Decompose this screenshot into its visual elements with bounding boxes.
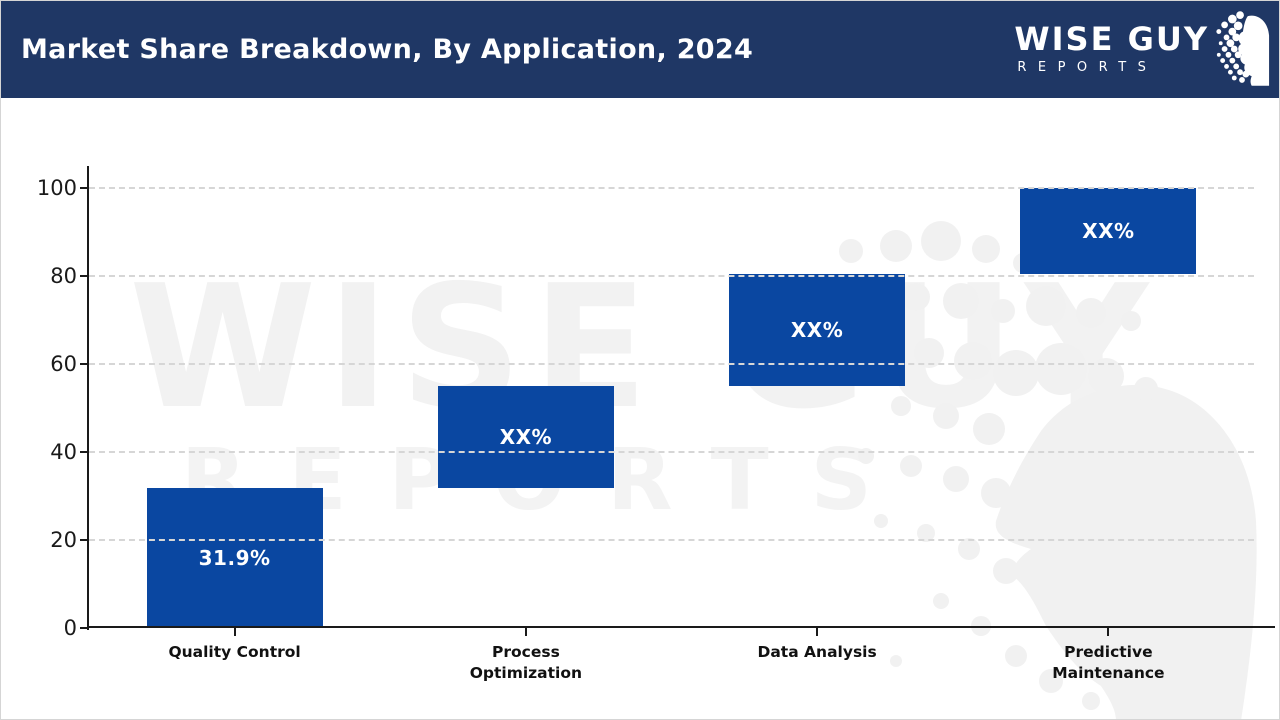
x-label-line: Quality Control [168,643,301,661]
x-label-line: Predictive [1064,643,1153,661]
bar-data-analysis: XX% [729,273,906,386]
bar-value-label: XX% [1082,218,1135,243]
y-axis-spine [87,166,89,630]
y-tick-80 [80,275,89,277]
x-label-line: Optimization [469,663,583,682]
x-tick-quality-control [233,628,236,636]
y-tick-40 [80,451,89,453]
x-tick-process-optimization [524,628,527,636]
gridline-40 [89,451,1254,453]
y-tick-label-60: 60 [50,352,77,376]
x-tick-predictive-maintenance [1107,628,1110,636]
gridline-80 [89,275,1254,277]
gridline-20 [89,539,1254,541]
y-tick-100 [80,187,89,189]
bar-value-label: 31.9% [198,545,271,570]
x-tick-data-analysis [816,628,819,636]
bar-value-label: XX% [790,317,844,342]
x-label-predictive-maintenance: Predictive Maintenance [988,642,1228,684]
y-tick-label-0: 0 [63,616,77,640]
logo-wordmark: WISE GUY [1014,20,1209,59]
y-tick-label-40: 40 [50,440,77,464]
x-label-quality-control: Quality Control [115,642,355,663]
x-label-process-optimization: Process Optimization [406,642,646,684]
x-label-line: Maintenance [1052,663,1165,682]
watermark-face-dots [831,221,1257,719]
x-label-line: Data Analysis [757,643,877,661]
gridline-100 [89,187,1254,189]
y-tick-label-80: 80 [50,264,77,288]
gridline-60 [89,363,1254,365]
bar-quality-control: 31.9% [146,487,323,628]
y-tick-20 [80,539,89,541]
x-axis-spine [87,626,1275,628]
wise-guy-reports-logo: WISE GUY REPORTS [1014,9,1271,89]
logo-subtitle: REPORTS [1017,59,1158,75]
y-tick-label-20: 20 [50,528,77,552]
bar-value-label: XX% [499,424,553,449]
header-bar: Market Share Breakdown, By Application, … [1,1,1279,98]
logo-text: WISE GUY REPORTS [1014,23,1209,75]
bar-predictive-maintenance: XX% [1020,188,1197,274]
bar-process-optimization: XX% [437,386,614,488]
x-label-line: Process [491,643,560,661]
y-tick-0 [80,627,89,629]
logo-face-icon [1216,11,1270,86]
x-label-data-analysis: Data Analysis [697,642,937,663]
y-tick-label-100: 100 [36,176,77,200]
y-tick-60 [80,363,89,365]
page-title: Market Share Breakdown, By Application, … [21,34,754,65]
